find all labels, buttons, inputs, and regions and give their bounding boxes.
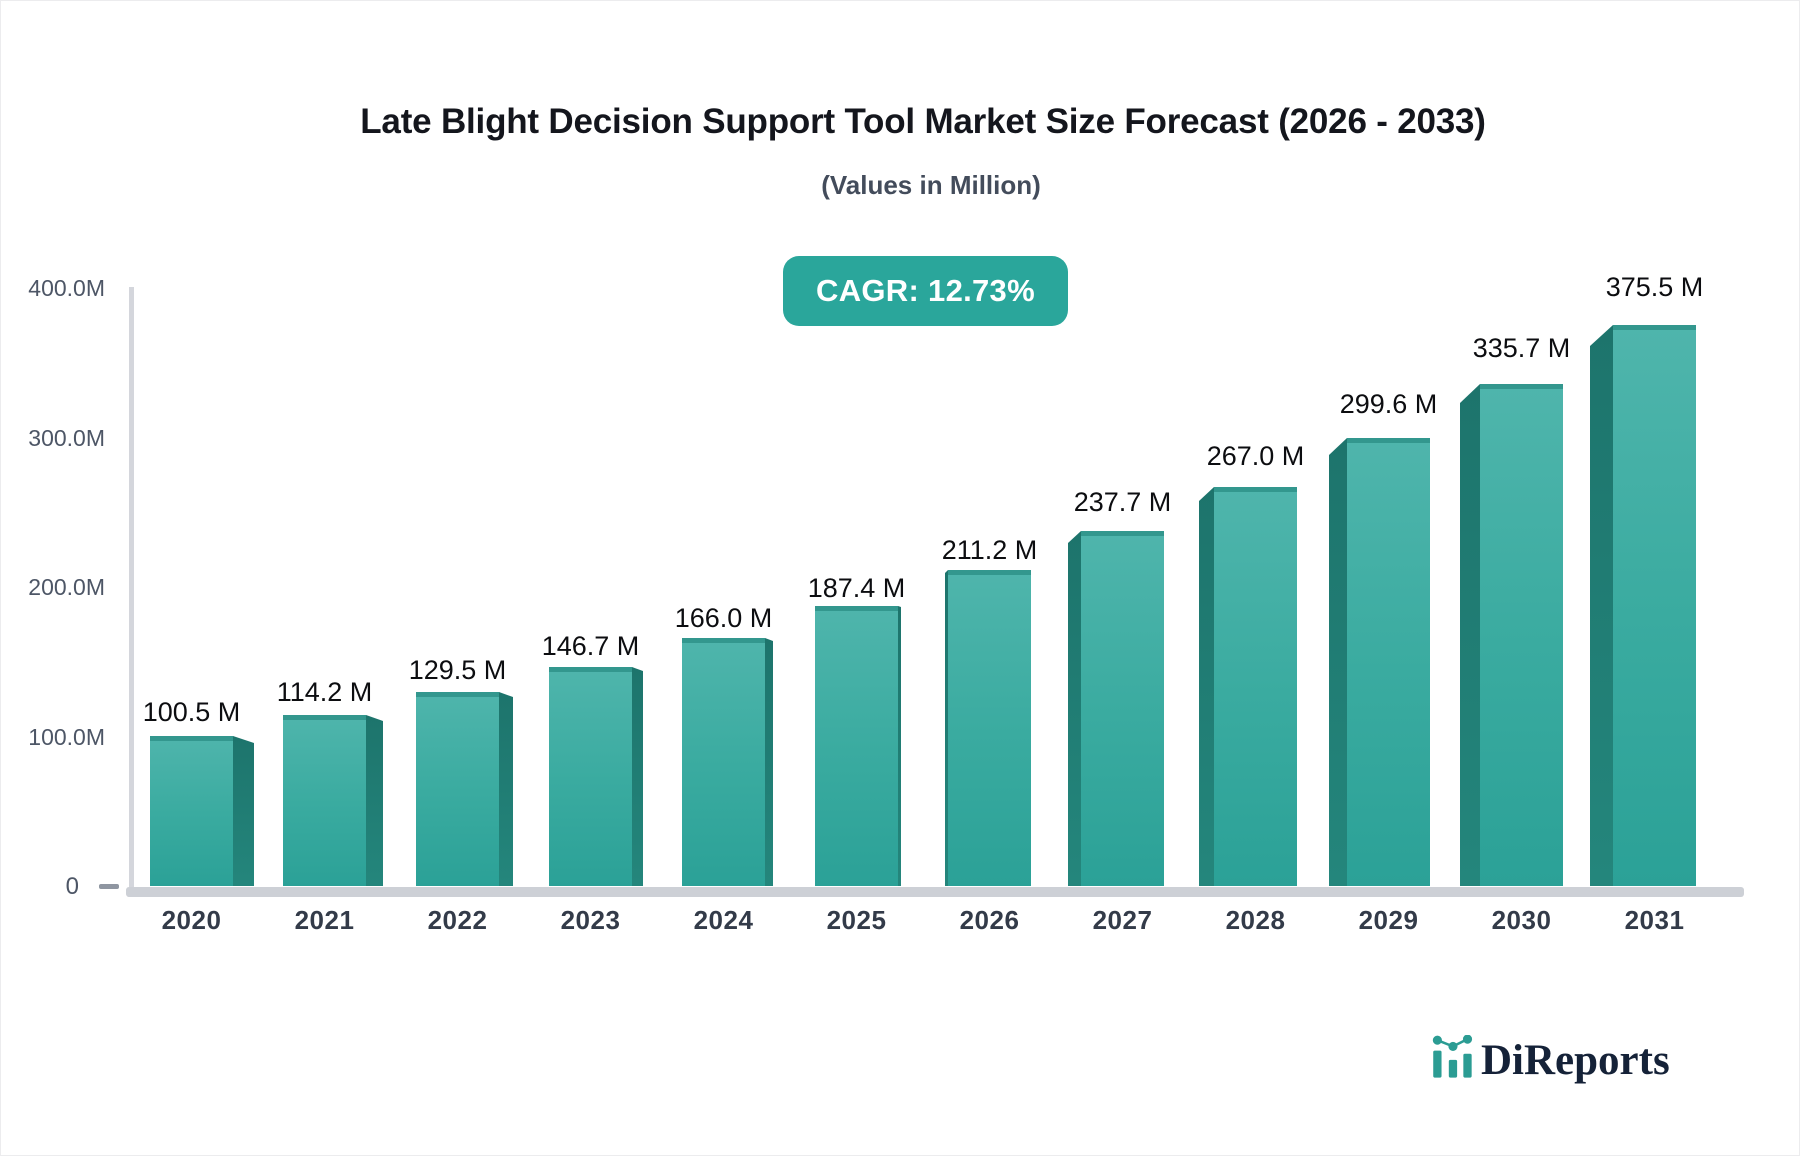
bar-value-label: 267.0 M <box>1206 441 1305 471</box>
bar-3d-side <box>1199 487 1214 886</box>
x-axis-label: 2022 <box>427 905 488 935</box>
bar-3d-side <box>233 736 254 886</box>
y-axis-tick-label: 200.0M <box>28 574 105 600</box>
bar-top-edge <box>416 692 499 697</box>
bar-value-label: 375.5 M <box>1605 272 1704 302</box>
bar <box>815 606 898 886</box>
bar <box>416 692 499 886</box>
x-axis-label: 2029 <box>1358 905 1419 935</box>
cagr-badge: CAGR: 12.73% <box>783 256 1068 326</box>
y-axis-zero-label: 0 <box>65 873 79 900</box>
cagr-badge-label: CAGR: 12.73% <box>816 273 1035 308</box>
x-axis-label: 2031 <box>1624 905 1685 935</box>
bar <box>1347 438 1430 886</box>
bar-top-edge <box>283 715 366 720</box>
bar-top-edge <box>1480 384 1563 389</box>
bar <box>1613 325 1696 886</box>
bar-value-label: 299.6 M <box>1339 389 1438 419</box>
bar-value-label: 146.7 M <box>541 631 640 661</box>
bar <box>1214 487 1297 886</box>
x-axis-label: 2020 <box>161 905 222 935</box>
bar <box>150 736 233 886</box>
bar-value-label: 187.4 M <box>807 573 906 603</box>
bar-3d-side <box>366 715 383 886</box>
bar-top-edge <box>948 570 1031 575</box>
bar-value-label: 129.5 M <box>408 655 507 685</box>
bar-3d-side <box>1460 384 1480 886</box>
bar <box>948 570 1031 886</box>
x-axis-label: 2021 <box>294 905 355 935</box>
x-axis-label: 2023 <box>560 905 621 935</box>
bar-3d-side <box>499 692 513 886</box>
bar-3d-side <box>1590 325 1613 886</box>
bar-value-label: 166.0 M <box>674 603 773 633</box>
direports-logo: DiReports <box>1431 1035 1670 1089</box>
bar-top-edge <box>150 736 233 741</box>
y-axis-tick-label: 400.0M <box>28 275 105 301</box>
bar-top-edge <box>1613 325 1696 330</box>
x-axis-label: 2027 <box>1092 905 1153 935</box>
bar-top-edge <box>549 667 632 672</box>
y-axis-tick-label: 300.0M <box>28 424 105 451</box>
bar-3d-side <box>1329 438 1347 886</box>
x-axis-label: 2028 <box>1225 905 1286 935</box>
y-axis-tick-label: 100.0M <box>28 723 105 750</box>
direports-logo-text: DiReports <box>1481 1037 1670 1084</box>
bar-3d-side <box>632 667 643 886</box>
bar-value-label: 335.7 M <box>1472 333 1571 363</box>
bar-3d-side <box>945 570 948 886</box>
bar-top-edge <box>1347 438 1430 443</box>
x-axis-label: 2026 <box>959 905 1020 935</box>
bar-3d-side <box>898 606 901 886</box>
bar-value-label: 114.2 M <box>276 677 373 707</box>
chart-title: Late Blight Decision Support Tool Market… <box>360 102 1486 141</box>
zero-tick-dash <box>99 884 119 889</box>
bar-value-label: 211.2 M <box>941 535 1038 565</box>
bar <box>1480 384 1563 886</box>
x-axis-label: 2025 <box>826 905 887 935</box>
bar-top-edge <box>1214 487 1297 492</box>
chart-subtitle: (Values in Million) <box>821 170 1041 200</box>
x-axis-label: 2024 <box>693 905 754 935</box>
bar-top-edge <box>682 638 765 643</box>
bar <box>283 715 366 886</box>
x-axis-label: 2030 <box>1491 905 1552 935</box>
bar-3d-side <box>765 638 773 886</box>
direports-logo-icon <box>1432 1035 1473 1078</box>
bar-value-label: 100.5 M <box>142 697 241 727</box>
bar-top-edge <box>1081 531 1164 536</box>
bar-3d-side <box>1068 531 1081 886</box>
x-axis-baseline <box>126 887 1744 897</box>
bar <box>1081 531 1164 886</box>
bar <box>682 638 765 886</box>
bar <box>549 667 632 886</box>
bar-value-label: 237.7 M <box>1073 487 1172 517</box>
bar-top-edge <box>815 606 898 611</box>
y-axis-line <box>129 287 134 897</box>
